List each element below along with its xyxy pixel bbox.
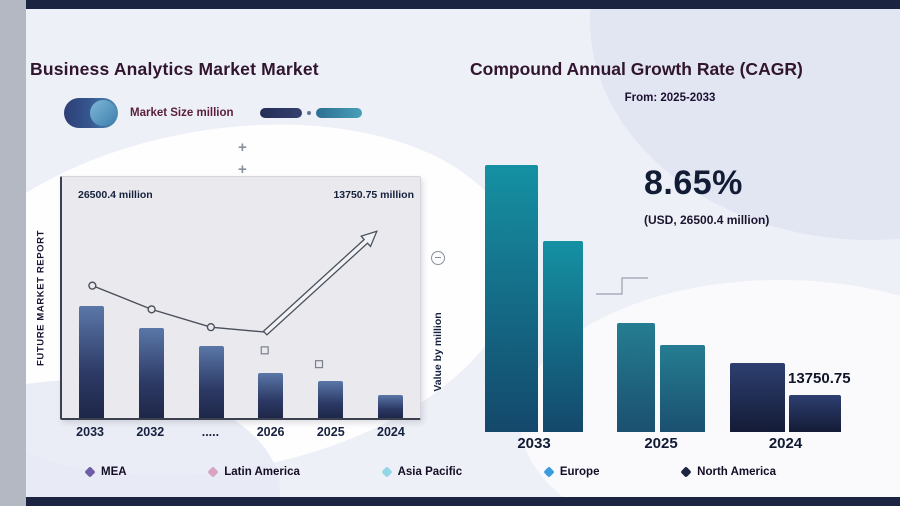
plus-decoration: + (238, 161, 247, 178)
market-size-label: Market Size million (130, 107, 234, 119)
market-bar-chart: 26500.4 million 13750.75 million (60, 176, 421, 420)
market-bar (139, 328, 164, 418)
market-bar-cell (62, 288, 122, 418)
cagr-usd-note: (USD, 26500.4 million) (644, 213, 770, 227)
legend-item-mea: MEA (84, 466, 127, 478)
legend-bullet-icon (207, 466, 219, 478)
start-value-label: 26500.4 million (78, 189, 153, 201)
cagr-x-label: 2024 (768, 435, 803, 452)
market-bar-cell (360, 288, 420, 418)
trend-square-marker (260, 346, 269, 355)
cagr-bar-chart: 2033 2025 2024 (471, 162, 851, 452)
market-bar (198, 346, 224, 418)
cagr-bar (485, 165, 538, 432)
cagr-x-label: 2033 (517, 435, 551, 452)
market-bars (62, 288, 420, 418)
bottom-border-bar (0, 497, 900, 506)
step-line-decoration (596, 277, 648, 295)
market-bar-cell (122, 288, 182, 418)
cagr-bar (730, 363, 785, 432)
x-axis-label: 2032 (136, 425, 165, 439)
legend-label: Latin America (224, 466, 300, 478)
future-market-report-label: FUTURE MARKET REPORT (35, 229, 47, 367)
cylinder-face (90, 100, 116, 126)
legend-label: MEA (101, 466, 127, 478)
x-axis-label: 2025 (316, 425, 345, 439)
plus-decoration: + (238, 139, 247, 156)
cagr-bar-group-2025 (617, 323, 705, 432)
market-bar-cell (241, 288, 301, 418)
legend-item-north-america: North America (680, 466, 776, 478)
market-bar-cell (301, 288, 361, 418)
legend-pill-navy (259, 108, 302, 118)
cagr-bar (789, 395, 841, 432)
legend-bullet-icon (680, 466, 692, 478)
market-size-legend: Market Size million (64, 96, 362, 130)
cagr-value: 8.65% (644, 164, 743, 202)
legend-item-latin-america: Latin America (207, 466, 300, 478)
x-axis-label: 2033 (76, 425, 104, 439)
cagr-bar (660, 345, 705, 432)
cagr-title: Compound Annual Growth Rate (CAGR) (470, 59, 803, 79)
cagr-bar-group-2024 (730, 363, 841, 432)
legend-bullet-icon (543, 466, 555, 478)
market-bar-cell (181, 288, 241, 418)
market-bar (258, 373, 284, 418)
trend-marker (88, 281, 97, 290)
legend-bullet-icon (380, 466, 393, 478)
trend-marker (206, 322, 216, 332)
market-x-axis: 2033 2032..... 2026 2025 2024 (60, 425, 421, 439)
legend-item-asia-pacific: Asia Pacific (380, 466, 463, 478)
end-value-label: 13750.75 million (333, 189, 414, 201)
legend-item-europe: Europe (543, 466, 600, 478)
legend-label: North America (697, 466, 776, 478)
legend-bullet-icon (84, 466, 96, 478)
market-bar (79, 306, 105, 418)
cagr-end-value: 13750.75 (788, 370, 851, 387)
cagr-subtitle: From: 2025-2033 (624, 92, 716, 104)
region-legend: MEA Latin America Asia Pacific Europe North … (84, 466, 776, 478)
top-border-bar (0, 0, 900, 9)
legend-pill-teal (315, 108, 362, 118)
left-edge-strip (0, 0, 26, 506)
x-axis-label: 2024 (377, 425, 405, 439)
cagr-bar (543, 241, 583, 432)
circle-minus-icon (431, 251, 445, 265)
x-axis-label: 2026 (256, 425, 285, 439)
market-size-icon (64, 98, 118, 128)
market-bar (318, 381, 344, 418)
trend-line-arrow-icon (88, 230, 378, 369)
x-axis-label: ..... (201, 425, 220, 439)
value-axis-label: Value by million (432, 312, 444, 392)
trend-square-marker (314, 360, 324, 369)
cagr-x-label: 2025 (644, 435, 678, 452)
legend-pill-separator (306, 111, 311, 115)
legend-label: Asia Pacific (397, 466, 463, 478)
legend-label: Europe (559, 466, 600, 478)
trend-marker (147, 305, 156, 314)
market-bar (377, 395, 403, 418)
growth-arrow-icon (262, 230, 378, 336)
trend-line (92, 285, 266, 333)
cagr-bar (617, 323, 655, 432)
cagr-bar-group-2033 (485, 165, 583, 432)
left-chart-title: Business Analytics Market Market (30, 59, 319, 79)
